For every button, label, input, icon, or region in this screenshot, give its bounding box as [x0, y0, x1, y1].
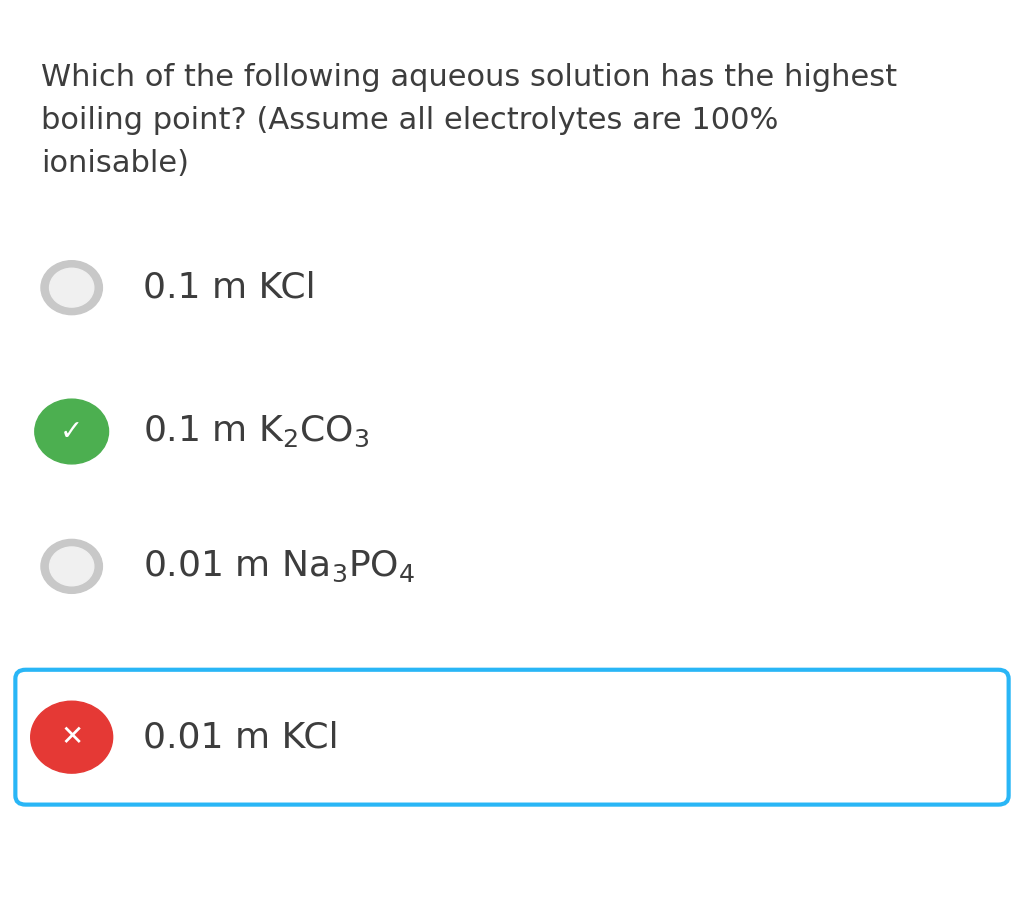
Text: 0.01 m Na$_3$PO$_4$: 0.01 m Na$_3$PO$_4$ — [143, 548, 416, 584]
FancyBboxPatch shape — [15, 670, 1009, 805]
Circle shape — [41, 539, 102, 593]
Text: 0.1 m K$_2$CO$_3$: 0.1 m K$_2$CO$_3$ — [143, 414, 370, 450]
Circle shape — [35, 399, 109, 464]
Text: 0.1 m KCl: 0.1 m KCl — [143, 271, 316, 305]
Circle shape — [41, 261, 102, 315]
Text: ✕: ✕ — [60, 723, 83, 752]
Circle shape — [49, 547, 94, 586]
Text: 0.01 m KCl: 0.01 m KCl — [143, 720, 339, 754]
Text: ✓: ✓ — [60, 417, 83, 446]
Circle shape — [49, 268, 94, 307]
Text: Which of the following aqueous solution has the highest
boiling point? (Assume a: Which of the following aqueous solution … — [41, 63, 897, 177]
Circle shape — [31, 701, 113, 773]
